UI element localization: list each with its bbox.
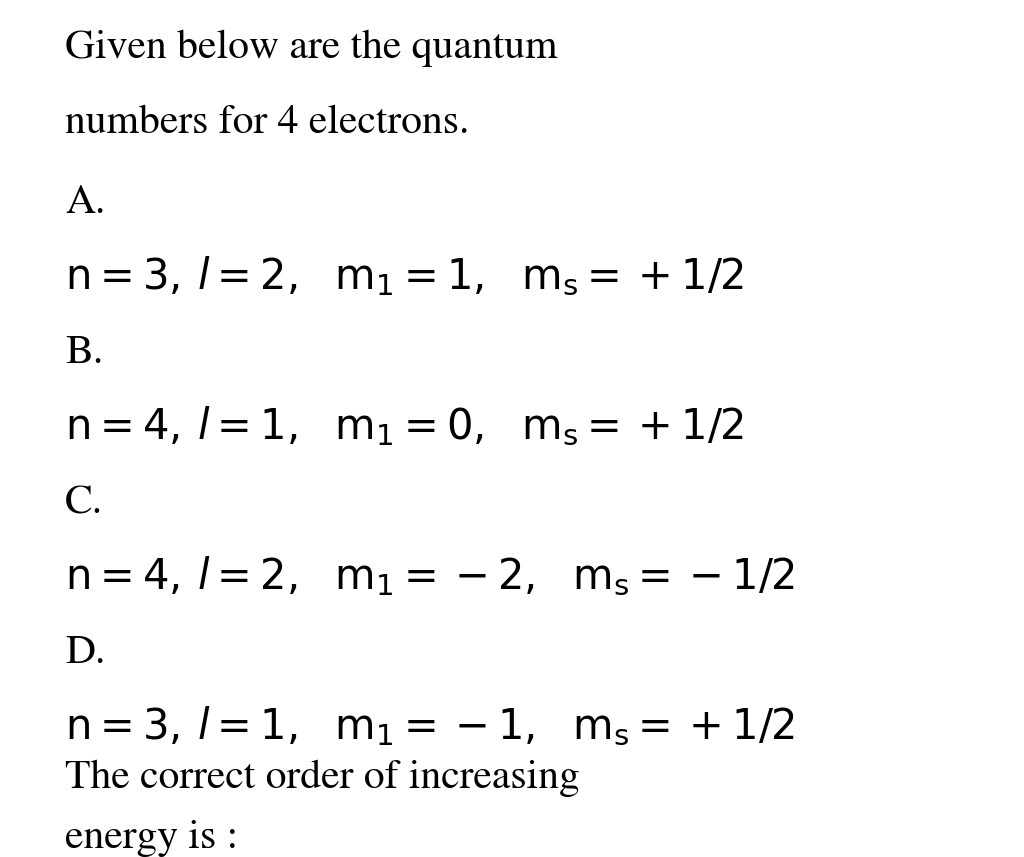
Text: B.: B. bbox=[65, 335, 103, 373]
Text: D.: D. bbox=[65, 635, 105, 673]
Text: Given below are the quantum: Given below are the quantum bbox=[65, 30, 557, 68]
Text: $\mathrm{n = 3,\, \mathit{l} = 1,\ \ m_1 = -1,\ \ m_s = +1/2}$: $\mathrm{n = 3,\, \mathit{l} = 1,\ \ m_1… bbox=[65, 705, 795, 748]
Text: $\mathrm{n = 3,\, \mathit{l} = 2,\ \ m_1 = 1,\ \ m_s = +1/2}$: $\mathrm{n = 3,\, \mathit{l} = 2,\ \ m_1… bbox=[65, 255, 743, 298]
Text: The correct order of increasing: The correct order of increasing bbox=[65, 760, 580, 797]
Text: $\mathrm{n = 4,\, \mathit{l} = 2,\ \ m_1 = -2,\ \ m_s = -1/2}$: $\mathrm{n = 4,\, \mathit{l} = 2,\ \ m_1… bbox=[65, 555, 795, 598]
Text: A.: A. bbox=[65, 185, 105, 222]
Text: numbers for 4 electrons.: numbers for 4 electrons. bbox=[65, 105, 469, 142]
Text: energy is :: energy is : bbox=[65, 820, 239, 857]
Text: C.: C. bbox=[65, 485, 103, 523]
Text: $\mathrm{n = 4,\, \mathit{l} = 1,\ \ m_1 = 0,\ \ m_s = +1/2}$: $\mathrm{n = 4,\, \mathit{l} = 1,\ \ m_1… bbox=[65, 405, 743, 448]
